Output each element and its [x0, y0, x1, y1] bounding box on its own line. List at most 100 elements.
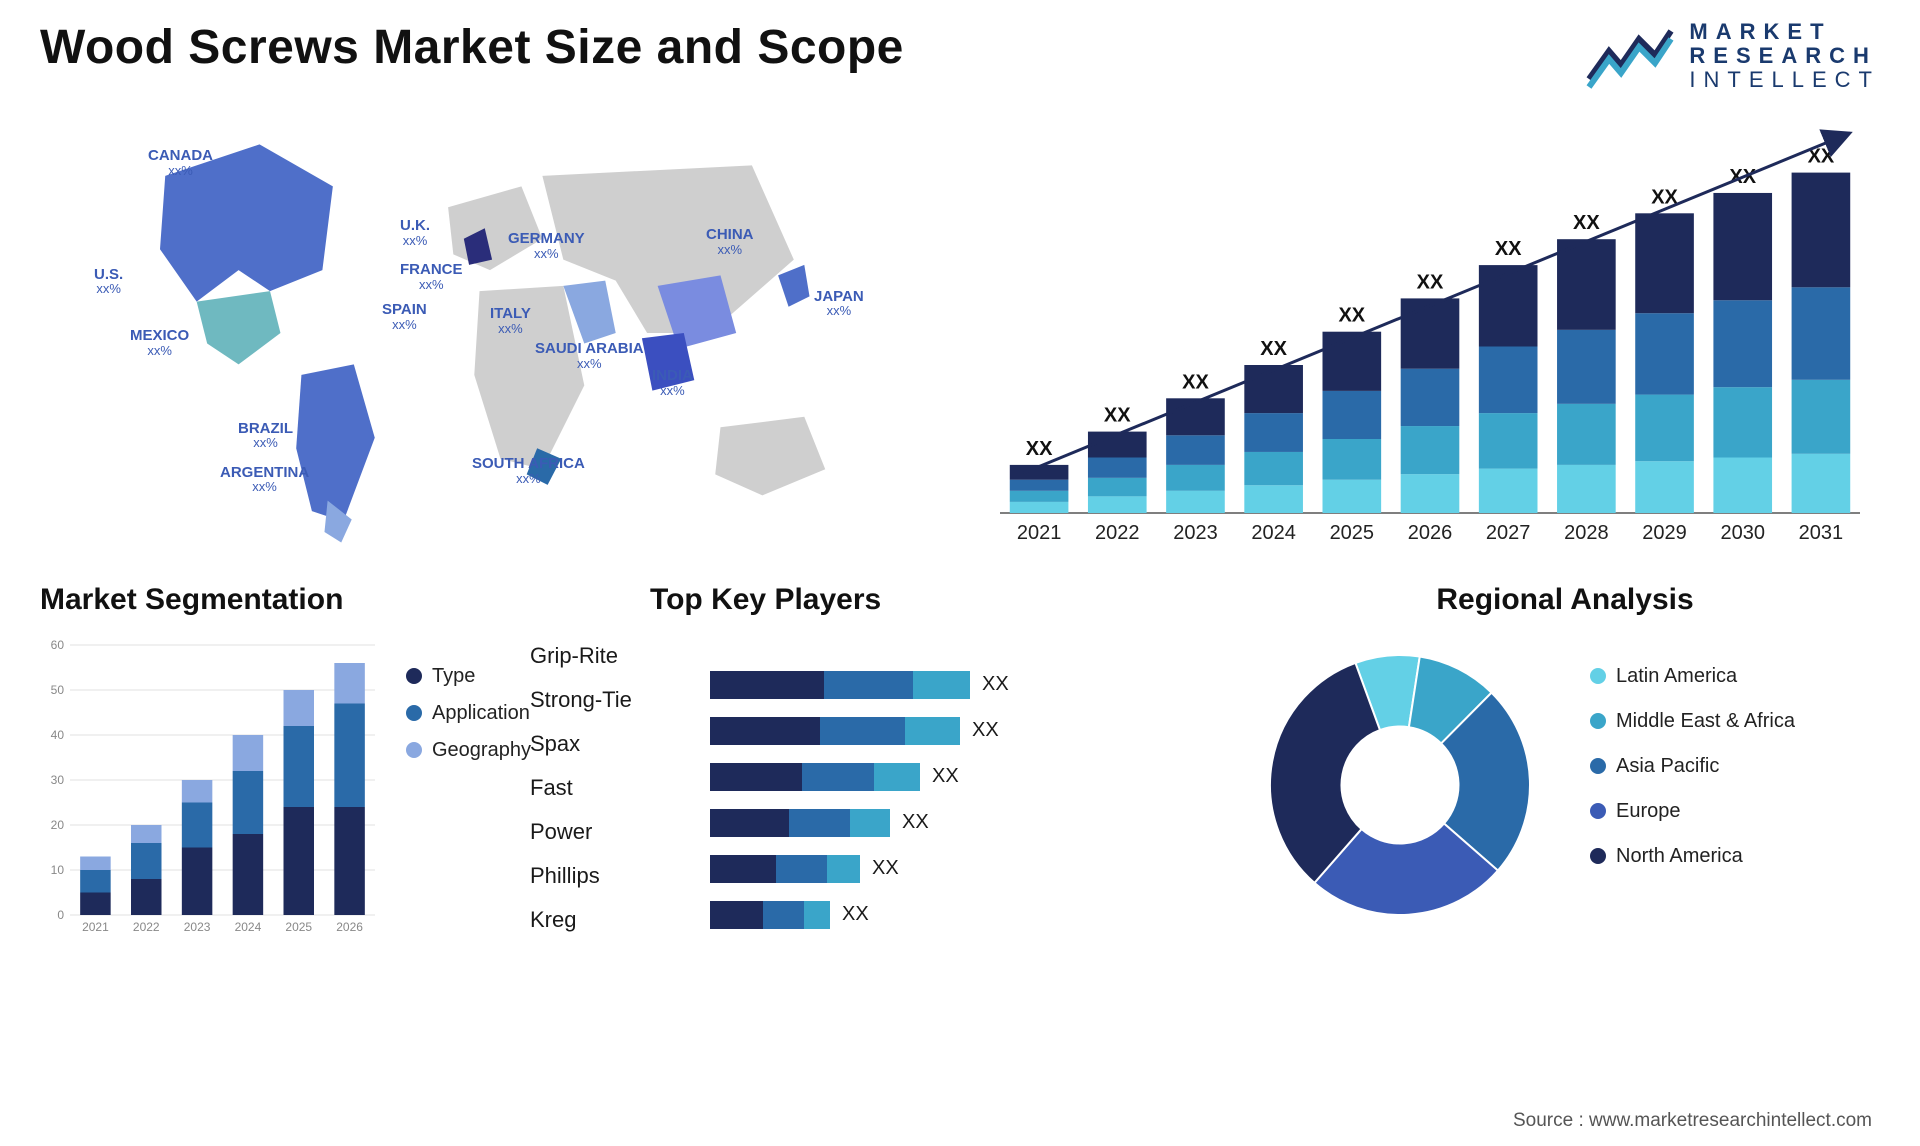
stacked-bar-seg — [1557, 403, 1616, 464]
player-bar-seg — [850, 809, 890, 837]
stacked-bar-seg — [1557, 329, 1616, 403]
legend-swatch — [1590, 713, 1606, 729]
legend-item: Middle East & Africa — [1590, 710, 1795, 733]
legend-swatch — [1590, 803, 1606, 819]
legend-item: Application — [406, 702, 531, 725]
seg-x-label: 2021 — [82, 920, 109, 934]
map-label: SAUDI ARABIAxx% — [535, 341, 644, 370]
player-bar-row: XX — [710, 901, 1009, 929]
player-name: Strong-Tie — [530, 687, 670, 713]
world-map: CANADAxx%U.S.xx%MEXICOxx%BRAZILxx%ARGENT… — [40, 113, 940, 553]
bar-value-label: XX — [1182, 371, 1209, 393]
seg-bar-seg — [233, 834, 264, 915]
legend-item: Asia Pacific — [1590, 755, 1795, 778]
y-tick-label: 0 — [57, 908, 64, 922]
y-tick-label: 60 — [51, 638, 65, 652]
player-bar-label: XX — [872, 857, 899, 880]
map-label: CANADAxx% — [148, 148, 213, 177]
player-bar-label: XX — [972, 719, 999, 742]
y-tick-label: 50 — [51, 683, 65, 697]
y-tick-label: 30 — [51, 773, 65, 787]
stacked-bar-seg — [1635, 461, 1694, 513]
logo-line1: MARKET — [1689, 20, 1880, 44]
player-name: Phillips — [530, 863, 670, 889]
segmentation-chart: 0102030405060202120222023202420252026 — [40, 635, 380, 945]
player-bar-seg — [820, 717, 905, 745]
seg-bar-seg — [182, 802, 213, 847]
segmentation-panel: Market Segmentation 01020304050602021202… — [40, 583, 610, 1023]
legend-label: North America — [1616, 845, 1743, 868]
x-axis-label: 2031 — [1799, 522, 1844, 544]
map-label: CHINAxx% — [706, 227, 754, 256]
x-axis-label: 2022 — [1095, 522, 1140, 544]
seg-x-label: 2023 — [184, 920, 211, 934]
seg-x-label: 2026 — [336, 920, 363, 934]
y-tick-label: 20 — [51, 818, 65, 832]
player-bar-seg — [824, 671, 912, 699]
seg-bar-seg — [284, 690, 315, 726]
player-bar-seg — [905, 717, 960, 745]
x-axis-label: 2021 — [1017, 522, 1062, 544]
player-bar-seg — [710, 763, 802, 791]
bar-value-label: XX — [1338, 304, 1365, 326]
stacked-bar-seg — [1479, 468, 1538, 512]
stacked-bar-seg — [1479, 265, 1538, 346]
legend-swatch — [1590, 758, 1606, 774]
player-bar-label: XX — [902, 811, 929, 834]
seg-bar-seg — [80, 870, 111, 893]
player-bar-seg — [710, 671, 824, 699]
seg-bar-seg — [233, 771, 264, 834]
seg-bar-seg — [334, 807, 365, 915]
player-bar-label: XX — [932, 765, 959, 788]
player-name: Spax — [530, 731, 670, 757]
player-bar-seg — [789, 809, 850, 837]
stacked-bar-seg — [1010, 501, 1069, 512]
map-label: SOUTH AFRICAxx% — [472, 456, 585, 485]
player-bar-seg — [763, 901, 804, 929]
stacked-bar-seg — [1401, 426, 1460, 474]
map-label: FRANCExx% — [400, 262, 463, 291]
map-label: U.K.xx% — [400, 218, 430, 247]
player-name: Power — [530, 819, 670, 845]
map-label: GERMANYxx% — [508, 231, 585, 260]
stacked-bar-seg — [1713, 300, 1772, 387]
stacked-bar-seg — [1323, 479, 1382, 512]
player-bar-seg — [913, 671, 970, 699]
player-bar-row: XX — [710, 717, 1009, 745]
stacked-bar-seg — [1401, 474, 1460, 513]
legend-label: Type — [432, 665, 475, 688]
stacked-bar-seg — [1244, 365, 1303, 413]
stacked-bar-seg — [1713, 457, 1772, 513]
map-label: ITALYxx% — [490, 306, 531, 335]
stacked-bar-seg — [1244, 452, 1303, 485]
stacked-bar-seg — [1635, 213, 1694, 313]
legend-swatch — [1590, 848, 1606, 864]
legend-item: North America — [1590, 845, 1795, 868]
seg-x-label: 2025 — [285, 920, 312, 934]
regional-legend: Latin AmericaMiddle East & AfricaAsia Pa… — [1590, 665, 1795, 868]
player-bar — [710, 671, 970, 699]
legend-label: Application — [432, 702, 530, 725]
source-text: Source : www.marketresearchintellect.com — [1513, 1110, 1872, 1132]
player-bar-seg — [710, 809, 789, 837]
bar-value-label: XX — [1573, 212, 1600, 234]
bar-value-label: XX — [1417, 271, 1444, 293]
bar-value-label: XX — [1026, 437, 1053, 459]
player-bar-seg — [874, 763, 920, 791]
stacked-bar-seg — [1792, 379, 1851, 453]
bar-value-label: XX — [1495, 238, 1522, 260]
bar-value-label: XX — [1260, 338, 1287, 360]
legend-item: Geography — [406, 739, 531, 762]
seg-bar-seg — [284, 726, 315, 807]
stacked-bar-seg — [1323, 331, 1382, 390]
stacked-bar-seg — [1635, 313, 1694, 394]
player-bar-seg — [804, 901, 830, 929]
logo-icon — [1585, 21, 1675, 91]
seg-bar-seg — [131, 843, 162, 879]
map-label: U.S.xx% — [94, 267, 123, 296]
player-bar-seg — [776, 855, 827, 883]
key-players-list: Grip-RiteStrong-TieSpaxFastPowerPhillips… — [530, 643, 670, 933]
x-axis-label: 2027 — [1486, 522, 1531, 544]
player-bar-label: XX — [982, 673, 1009, 696]
stacked-bar-seg — [1088, 477, 1147, 496]
